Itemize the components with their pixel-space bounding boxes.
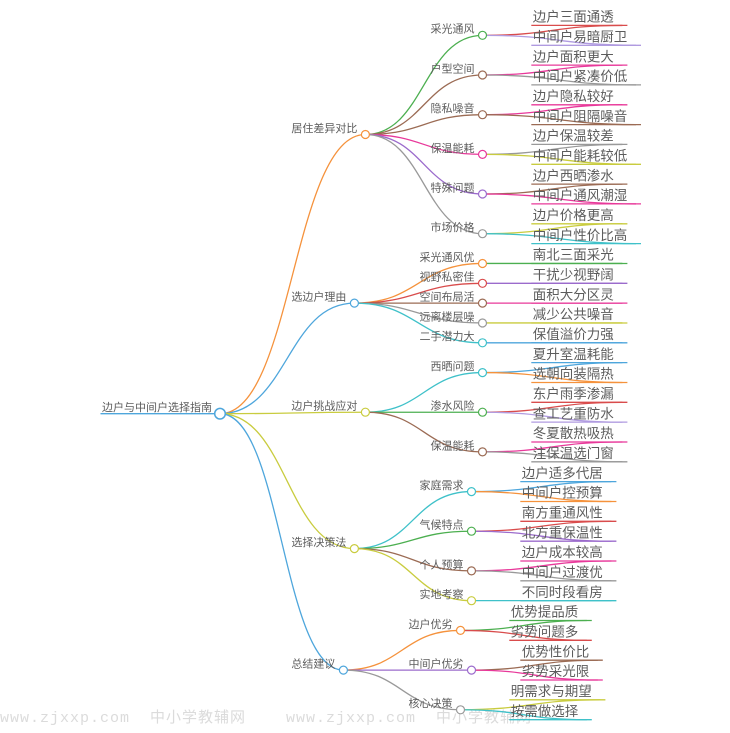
svg-text:采光通风优: 采光通风优: [420, 249, 475, 265]
svg-text:北方重保温性: 北方重保温性: [522, 521, 603, 541]
svg-text:边户面积更大: 边户面积更大: [533, 45, 614, 65]
svg-text:中间户性价比高: 中间户性价比高: [533, 224, 628, 244]
svg-text:空间布局活: 空间布局活: [420, 289, 475, 305]
svg-text:选朝向装隔热: 选朝向装隔热: [533, 363, 614, 383]
svg-text:户型空间: 户型空间: [431, 60, 475, 76]
svg-text:核心决策: 核心决策: [409, 695, 453, 711]
svg-text:优势提品质: 优势提品质: [511, 601, 579, 621]
svg-text:边户三面通透: 边户三面通透: [533, 6, 614, 26]
svg-text:居住差异对比: 居住差异对比: [291, 120, 357, 136]
svg-text:东户雨季渗漏: 东户雨季渗漏: [533, 383, 614, 403]
svg-text:中间户过渡优: 中间户过渡优: [522, 561, 603, 581]
svg-text:实地考察: 实地考察: [420, 586, 464, 602]
svg-text:远离楼层噪: 远离楼层噪: [420, 308, 475, 324]
svg-text:西晒问题: 西晒问题: [431, 358, 475, 374]
svg-text:南北三面采光: 南北三面采光: [533, 244, 614, 264]
svg-text:气候特点: 气候特点: [420, 517, 464, 533]
svg-text:按需做选择: 按需做选择: [511, 700, 579, 720]
svg-text:优势性价比: 优势性价比: [522, 640, 590, 660]
svg-text:明需求与期望: 明需求与期望: [511, 680, 592, 700]
svg-text:边户适多代居: 边户适多代居: [522, 462, 603, 482]
svg-text:特殊问题: 特殊问题: [431, 179, 475, 195]
svg-text:市场价格: 市场价格: [431, 219, 475, 235]
svg-text:南方重通风性: 南方重通风性: [522, 502, 603, 522]
svg-text:边户价格更高: 边户价格更高: [533, 204, 614, 224]
svg-text:边户保温较差: 边户保温较差: [533, 125, 614, 145]
svg-text:边户隐私较好: 边户隐私较好: [533, 85, 614, 105]
svg-text:保温能耗: 保温能耗: [431, 140, 475, 156]
svg-text:中间户通风潮湿: 中间户通风潮湿: [533, 184, 628, 204]
svg-text:查工艺重防水: 查工艺重防水: [533, 402, 614, 422]
svg-text:选择决策法: 选择决策法: [291, 534, 346, 550]
svg-text:劣势采光限: 劣势采光限: [522, 660, 590, 680]
svg-text:面积大分区灵: 面积大分区灵: [533, 283, 614, 303]
svg-text:隐私噪音: 隐私噪音: [431, 100, 475, 116]
svg-text:冬夏散热吸热: 冬夏散热吸热: [533, 422, 614, 442]
svg-text:边户挑战应对: 边户挑战应对: [291, 398, 357, 414]
svg-text:保值溢价力强: 保值溢价力强: [533, 323, 614, 343]
svg-text:不同时段看房: 不同时段看房: [522, 581, 603, 601]
svg-text:夏升室温耗能: 夏升室温耗能: [533, 343, 614, 363]
svg-text:中间户易暗厨卫: 中间户易暗厨卫: [533, 25, 628, 45]
svg-text:中间户控预算: 中间户控预算: [522, 482, 603, 502]
svg-text:减少公共噪音: 减少公共噪音: [533, 303, 614, 323]
svg-text:注保温选门窗: 注保温选门窗: [533, 442, 614, 462]
svg-text:边户优劣: 边户优劣: [409, 616, 453, 632]
svg-text:中间户紧凑价低: 中间户紧凑价低: [533, 65, 628, 85]
svg-text:边户西晒渗水: 边户西晒渗水: [533, 164, 614, 184]
svg-text:选边户理由: 选边户理由: [291, 289, 346, 305]
svg-text:中间户能耗较低: 中间户能耗较低: [533, 144, 628, 164]
svg-text:总结建议: 总结建议: [291, 655, 335, 671]
svg-text:二手潜力大: 二手潜力大: [420, 328, 475, 344]
svg-text:中间户优劣: 中间户优劣: [409, 655, 464, 671]
svg-text:干扰少视野阔: 干扰少视野阔: [533, 263, 614, 283]
svg-text:中间户阻隔噪音: 中间户阻隔噪音: [533, 105, 628, 125]
svg-text:边户与中间户选择指南: 边户与中间户选择指南: [102, 399, 212, 415]
svg-text:渗水风险: 渗水风险: [431, 398, 475, 414]
svg-text:边户成本较高: 边户成本较高: [522, 541, 603, 561]
svg-text:采光通风: 采光通风: [431, 21, 475, 37]
svg-text:家庭需求: 家庭需求: [420, 477, 464, 493]
svg-text:保温能耗: 保温能耗: [431, 437, 475, 453]
svg-text:劣势问题多: 劣势问题多: [511, 621, 579, 641]
svg-text:视野私密佳: 视野私密佳: [420, 269, 475, 285]
svg-text:个人预算: 个人预算: [420, 556, 464, 572]
